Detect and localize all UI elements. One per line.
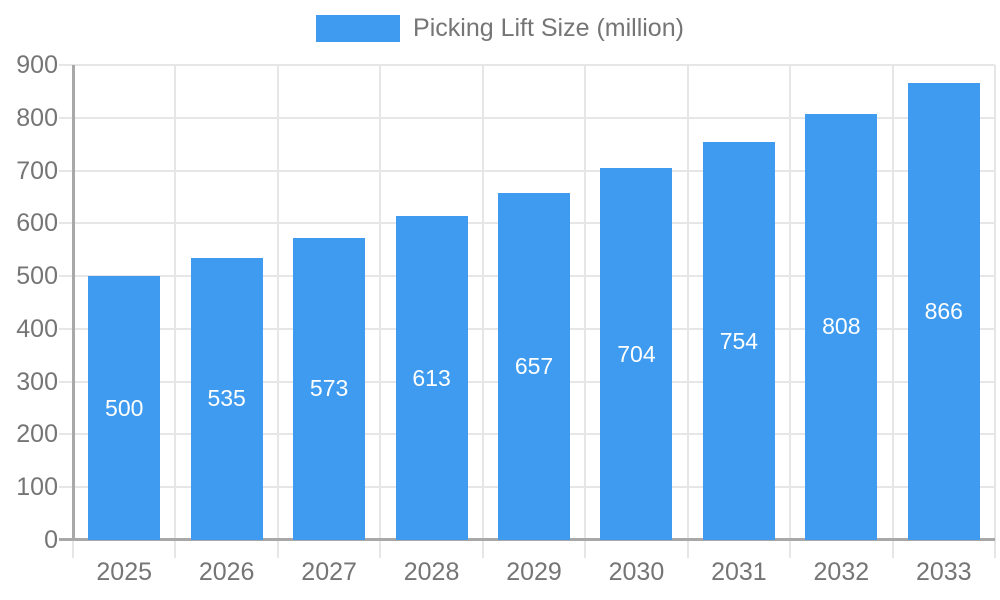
y-axis-tick-label: 400 <box>16 314 58 343</box>
bar-value-label: 866 <box>924 297 963 324</box>
bar-value-label: 754 <box>719 327 759 354</box>
gridline-horizontal <box>59 64 995 66</box>
bar-value-label: 613 <box>412 364 451 391</box>
y-axis-tick-label: 500 <box>16 262 58 291</box>
x-axis-tick-label: 2026 <box>198 558 255 586</box>
bar[interactable]: 704 <box>600 168 673 540</box>
x-axis-tick-label: 2030 <box>608 558 665 586</box>
bar[interactable]: 866 <box>907 82 980 540</box>
gridline-horizontal <box>59 169 995 172</box>
bar-value-label: 808 <box>822 313 861 340</box>
gridline-vertical <box>276 65 279 558</box>
gridline-vertical <box>686 65 689 558</box>
y-axis-tick-label: 0 <box>44 526 58 554</box>
gridline-vertical <box>481 65 484 558</box>
bar-value-label: 573 <box>309 375 349 402</box>
legend-item[interactable]: Picking Lift Size (million) <box>316 14 684 43</box>
bar[interactable]: 535 <box>190 257 263 540</box>
gridline-horizontal <box>59 116 995 119</box>
legend-swatch <box>316 15 401 42</box>
y-axis-tick-label: 100 <box>16 473 58 502</box>
x-axis-tick-label: 2031 <box>711 558 767 586</box>
bar[interactable]: 657 <box>498 193 570 540</box>
x-axis-tick-label: 2025 <box>96 558 153 586</box>
x-axis-tick-label: 2029 <box>506 558 562 586</box>
bar[interactable]: 613 <box>395 216 468 540</box>
legend-label: Picking Lift Size (million) <box>413 14 684 42</box>
gridline-vertical <box>789 65 792 558</box>
bar[interactable]: 500 <box>88 276 161 540</box>
bar[interactable]: 754 <box>702 142 775 540</box>
y-axis-tick-label: 600 <box>16 209 58 238</box>
gridline-vertical <box>174 65 177 558</box>
gridline-vertical <box>379 65 382 558</box>
gridline-vertical <box>994 65 996 558</box>
bar-value-label: 704 <box>617 340 656 367</box>
bar[interactable]: 573 <box>293 237 366 540</box>
bar[interactable]: 808 <box>805 113 878 540</box>
y-axis-tick-label: 800 <box>16 103 58 132</box>
gridline-vertical <box>584 65 587 558</box>
plot-area: 500 535 573 613 657 704 754 808 866 <box>59 64 996 558</box>
gridline-vertical <box>891 65 894 558</box>
x-axis-tick-label: 2032 <box>813 558 870 586</box>
y-axis-tick-label: 200 <box>16 420 58 449</box>
y-axis-line <box>72 65 75 540</box>
x-axis-labels: 2025 2026 2027 2028 2029 2030 2031 2032 2033 <box>73 558 995 590</box>
y-axis-labels: 0 100 200 300 400 500 600 700 800 900 <box>0 51 58 554</box>
bar-value-label: 657 <box>514 353 554 380</box>
legend: Picking Lift Size (million) <box>0 14 1000 43</box>
y-axis-tick-label: 300 <box>16 367 58 396</box>
y-axis-tick-label: 700 <box>16 156 58 185</box>
x-axis-tick-label: 2027 <box>301 558 357 586</box>
x-axis-tick-label: 2028 <box>403 558 460 586</box>
bar-value-label: 535 <box>207 385 246 412</box>
bar-value-label: 500 <box>105 394 144 421</box>
y-axis-tick-label: 900 <box>16 51 58 79</box>
x-axis-tick-label: 2033 <box>915 558 972 586</box>
